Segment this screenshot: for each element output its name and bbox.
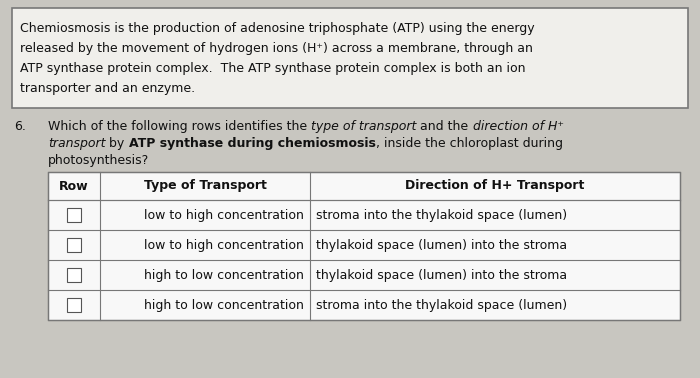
Bar <box>67 208 81 222</box>
Text: thylakoid space (lumen) into the stroma: thylakoid space (lumen) into the stroma <box>316 268 567 282</box>
Text: photosynthesis?: photosynthesis? <box>48 154 149 167</box>
Text: low to high concentration: low to high concentration <box>144 239 304 251</box>
Text: high to low concentration: high to low concentration <box>144 268 304 282</box>
Bar <box>67 268 81 282</box>
Text: high to low concentration: high to low concentration <box>144 299 304 311</box>
Text: 6.: 6. <box>14 120 26 133</box>
Text: thylakoid space (lumen) into the stroma: thylakoid space (lumen) into the stroma <box>316 239 567 251</box>
Text: transporter and an enzyme.: transporter and an enzyme. <box>20 82 195 95</box>
Text: Chemiosmosis is the production of adenosine triphosphate (ATP) using the energy: Chemiosmosis is the production of adenos… <box>20 22 535 35</box>
Text: stroma into the thylakoid space (lumen): stroma into the thylakoid space (lumen) <box>316 209 567 222</box>
Text: released by the movement of hydrogen ions (H⁺) across a membrane, through an: released by the movement of hydrogen ion… <box>20 42 533 55</box>
Text: ATP synthase during chemiosmosis: ATP synthase during chemiosmosis <box>129 137 376 150</box>
Text: transport: transport <box>48 137 106 150</box>
Text: Direction of H+ Transport: Direction of H+ Transport <box>405 180 584 192</box>
Bar <box>48 172 680 320</box>
Text: stroma into the thylakoid space (lumen): stroma into the thylakoid space (lumen) <box>316 299 567 311</box>
Text: direction of H⁺: direction of H⁺ <box>473 120 564 133</box>
Text: by: by <box>106 137 129 150</box>
Bar <box>12 8 688 108</box>
Text: and the: and the <box>416 120 473 133</box>
Text: type of transport: type of transport <box>311 120 416 133</box>
Bar <box>67 238 81 252</box>
Text: , inside the chloroplast during: , inside the chloroplast during <box>376 137 563 150</box>
Text: ATP synthase protein complex.  The ATP synthase protein complex is both an ion: ATP synthase protein complex. The ATP sy… <box>20 62 526 75</box>
Text: Row: Row <box>60 180 89 192</box>
Text: low to high concentration: low to high concentration <box>144 209 304 222</box>
Text: Type of Transport: Type of Transport <box>144 180 267 192</box>
Bar <box>67 298 81 312</box>
Text: Which of the following rows identifies the: Which of the following rows identifies t… <box>48 120 311 133</box>
